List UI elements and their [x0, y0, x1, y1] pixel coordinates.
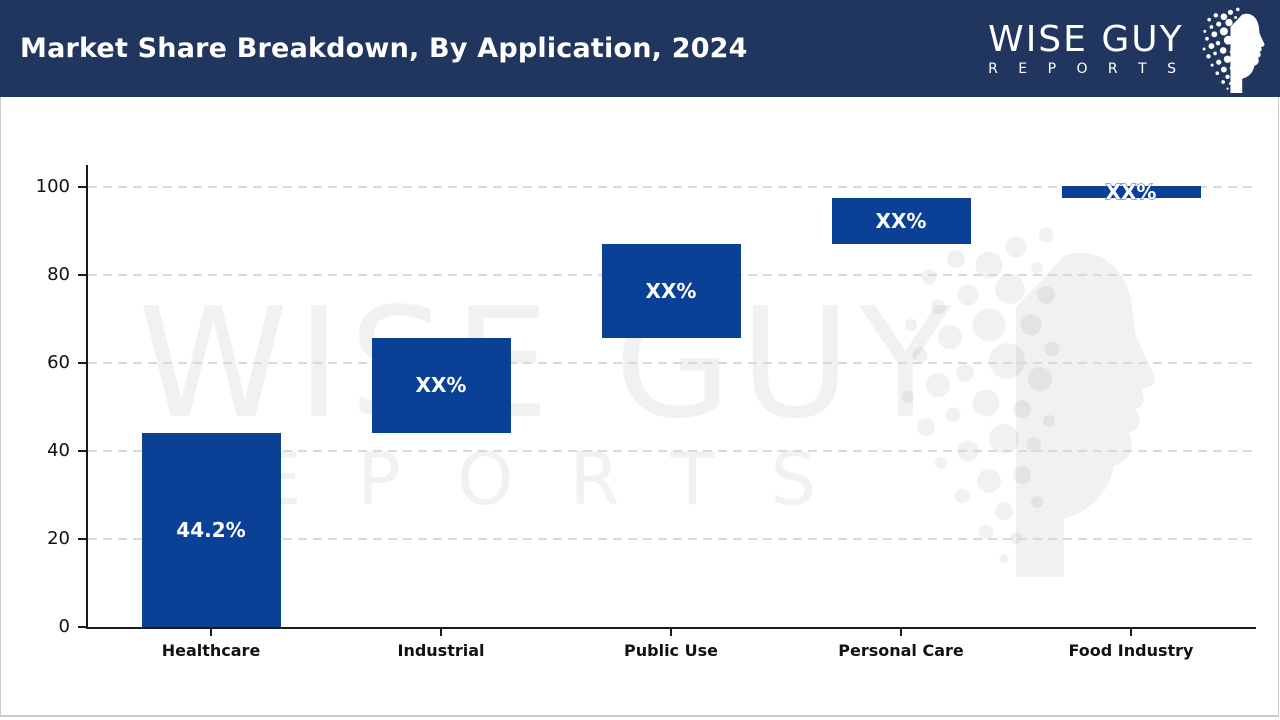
x-tick-label: Personal Care — [838, 641, 964, 660]
y-tick-mark — [78, 362, 86, 364]
y-gridline — [88, 450, 1256, 452]
x-tick-label: Public Use — [624, 641, 718, 660]
y-tick-label: 0 — [58, 616, 70, 637]
y-tick-label: 40 — [47, 440, 70, 461]
x-tick-label: Industrial — [397, 641, 485, 660]
x-tick-mark — [900, 629, 902, 636]
x-tick-mark — [1130, 629, 1132, 636]
x-tick-mark — [670, 629, 672, 636]
y-tick-label: 80 — [47, 264, 70, 285]
y-tick-mark — [78, 538, 86, 540]
x-tick-mark — [210, 629, 212, 636]
y-tick-label: 100 — [35, 176, 70, 197]
chart-title: Market Share Breakdown, By Application, … — [20, 33, 748, 64]
bar-segment: XX% — [371, 338, 511, 433]
y-tick-mark — [78, 274, 86, 276]
bar-segment: 44.2% — [141, 432, 281, 627]
x-tick-label: Food Industry — [1068, 641, 1194, 660]
y-tick-label: 20 — [47, 528, 70, 549]
y-tick-mark — [78, 186, 86, 188]
x-tick-label: Healthcare — [161, 641, 261, 660]
bar-segment: XX% — [831, 197, 971, 244]
bar-value-label: XX% — [875, 208, 927, 233]
y-tick-mark — [78, 450, 86, 452]
y-gridline — [88, 362, 1256, 364]
bar-segment: XX% — [1061, 179, 1201, 204]
y-gridline — [88, 186, 1256, 188]
bar-segment: XX% — [601, 243, 741, 339]
logo-subtitle: R E P O R T S — [988, 60, 1184, 77]
y-gridline — [88, 538, 1256, 540]
logo-text: WISE GUY R E P O R T S — [988, 21, 1184, 77]
y-tick-mark — [78, 626, 86, 628]
bar-value-label: XX% — [415, 373, 467, 398]
x-axis-line — [86, 627, 1256, 629]
logo-wordmark: WISE GUY — [988, 19, 1184, 61]
y-tick-label: 60 — [47, 352, 70, 373]
header-bar: Market Share Breakdown, By Application, … — [0, 0, 1280, 97]
bar-value-label: XX% — [1105, 179, 1157, 204]
x-tick-mark — [440, 629, 442, 636]
bar-value-label: 44.2% — [176, 517, 246, 542]
bar-value-label: XX% — [645, 279, 697, 304]
y-axis-line — [86, 165, 88, 629]
wiseguy-logo: WISE GUY R E P O R T S — [988, 4, 1268, 94]
